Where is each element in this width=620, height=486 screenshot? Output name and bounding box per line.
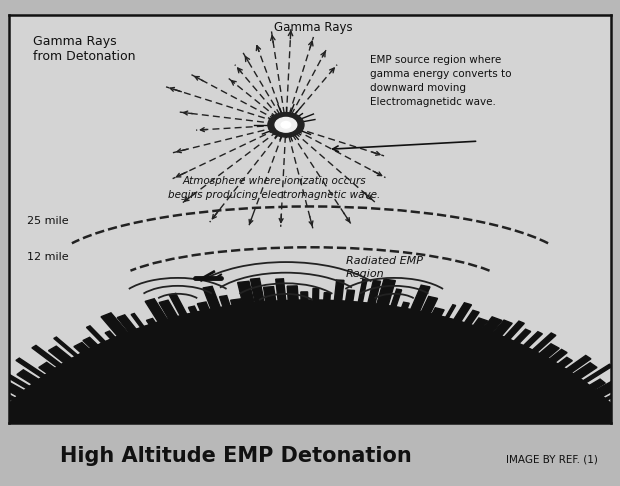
Polygon shape bbox=[557, 357, 572, 367]
Polygon shape bbox=[231, 299, 243, 306]
Polygon shape bbox=[611, 398, 620, 407]
Polygon shape bbox=[131, 313, 144, 328]
Polygon shape bbox=[368, 280, 381, 304]
Polygon shape bbox=[504, 321, 525, 340]
Polygon shape bbox=[513, 329, 531, 344]
Polygon shape bbox=[32, 346, 61, 367]
Text: High Altitude EMP Detonation: High Altitude EMP Detonation bbox=[60, 446, 412, 466]
Polygon shape bbox=[523, 331, 542, 348]
Polygon shape bbox=[391, 289, 402, 307]
Polygon shape bbox=[86, 326, 105, 343]
Polygon shape bbox=[454, 303, 471, 322]
Polygon shape bbox=[203, 286, 220, 310]
Polygon shape bbox=[493, 320, 512, 336]
Polygon shape bbox=[16, 358, 45, 378]
Polygon shape bbox=[334, 280, 344, 301]
Polygon shape bbox=[324, 293, 330, 301]
Polygon shape bbox=[0, 300, 620, 467]
Polygon shape bbox=[539, 344, 559, 358]
Polygon shape bbox=[589, 379, 605, 390]
Circle shape bbox=[281, 122, 291, 128]
Text: Gamma Rays: Gamma Rays bbox=[274, 21, 353, 34]
Polygon shape bbox=[421, 296, 438, 314]
Polygon shape bbox=[146, 318, 156, 325]
Polygon shape bbox=[410, 285, 430, 312]
Polygon shape bbox=[432, 308, 444, 316]
Text: Gamma Rays
from Detonation: Gamma Rays from Detonation bbox=[33, 35, 136, 63]
Polygon shape bbox=[301, 292, 308, 300]
Polygon shape bbox=[616, 402, 620, 415]
Polygon shape bbox=[595, 379, 620, 397]
Polygon shape bbox=[237, 281, 254, 304]
Polygon shape bbox=[219, 295, 230, 307]
Polygon shape bbox=[583, 364, 613, 383]
Polygon shape bbox=[0, 398, 2, 413]
Polygon shape bbox=[464, 310, 479, 325]
Polygon shape bbox=[169, 294, 187, 316]
Polygon shape bbox=[0, 388, 16, 400]
Polygon shape bbox=[1, 371, 30, 389]
Text: EMP source region where
gamma energy converts to
downward moving
Electromagnetid: EMP source region where gamma energy con… bbox=[370, 55, 512, 107]
Polygon shape bbox=[566, 355, 591, 373]
Polygon shape bbox=[159, 300, 178, 319]
Polygon shape bbox=[549, 349, 567, 363]
Polygon shape bbox=[117, 315, 136, 332]
Polygon shape bbox=[197, 302, 210, 312]
Polygon shape bbox=[74, 343, 89, 353]
Text: Atmosphere where ionizatin occurs
begins producing electromagnetic wave.: Atmosphere where ionizatin occurs begins… bbox=[168, 176, 380, 200]
Polygon shape bbox=[482, 317, 502, 332]
Polygon shape bbox=[0, 379, 24, 396]
Polygon shape bbox=[105, 331, 115, 339]
Text: IMAGE BY REF. (1): IMAGE BY REF. (1) bbox=[506, 454, 598, 464]
Polygon shape bbox=[532, 333, 556, 352]
Text: Radiated EMP
Region: Radiated EMP Region bbox=[346, 256, 423, 279]
Polygon shape bbox=[83, 337, 98, 348]
Polygon shape bbox=[54, 337, 78, 357]
Polygon shape bbox=[101, 313, 128, 336]
Polygon shape bbox=[17, 370, 39, 384]
Polygon shape bbox=[473, 318, 487, 329]
Polygon shape bbox=[264, 287, 276, 302]
Polygon shape bbox=[145, 299, 167, 322]
Polygon shape bbox=[188, 306, 197, 313]
Polygon shape bbox=[0, 400, 9, 407]
Polygon shape bbox=[312, 288, 319, 300]
Text: Systems within line-of-sight will
sustain damage.: Systems within line-of-sight will sustai… bbox=[175, 334, 373, 364]
Polygon shape bbox=[287, 286, 298, 301]
Polygon shape bbox=[276, 279, 286, 301]
Polygon shape bbox=[605, 383, 620, 400]
Polygon shape bbox=[401, 302, 409, 309]
Polygon shape bbox=[445, 305, 456, 318]
Polygon shape bbox=[250, 278, 264, 303]
Text: 25 mile: 25 mile bbox=[27, 216, 69, 226]
Polygon shape bbox=[39, 363, 55, 374]
Text: 12 mile: 12 mile bbox=[27, 253, 69, 262]
Circle shape bbox=[275, 118, 297, 132]
Polygon shape bbox=[48, 346, 72, 363]
Polygon shape bbox=[573, 363, 597, 379]
Polygon shape bbox=[377, 279, 396, 306]
Circle shape bbox=[268, 113, 304, 137]
Polygon shape bbox=[358, 279, 367, 303]
Polygon shape bbox=[345, 290, 355, 302]
